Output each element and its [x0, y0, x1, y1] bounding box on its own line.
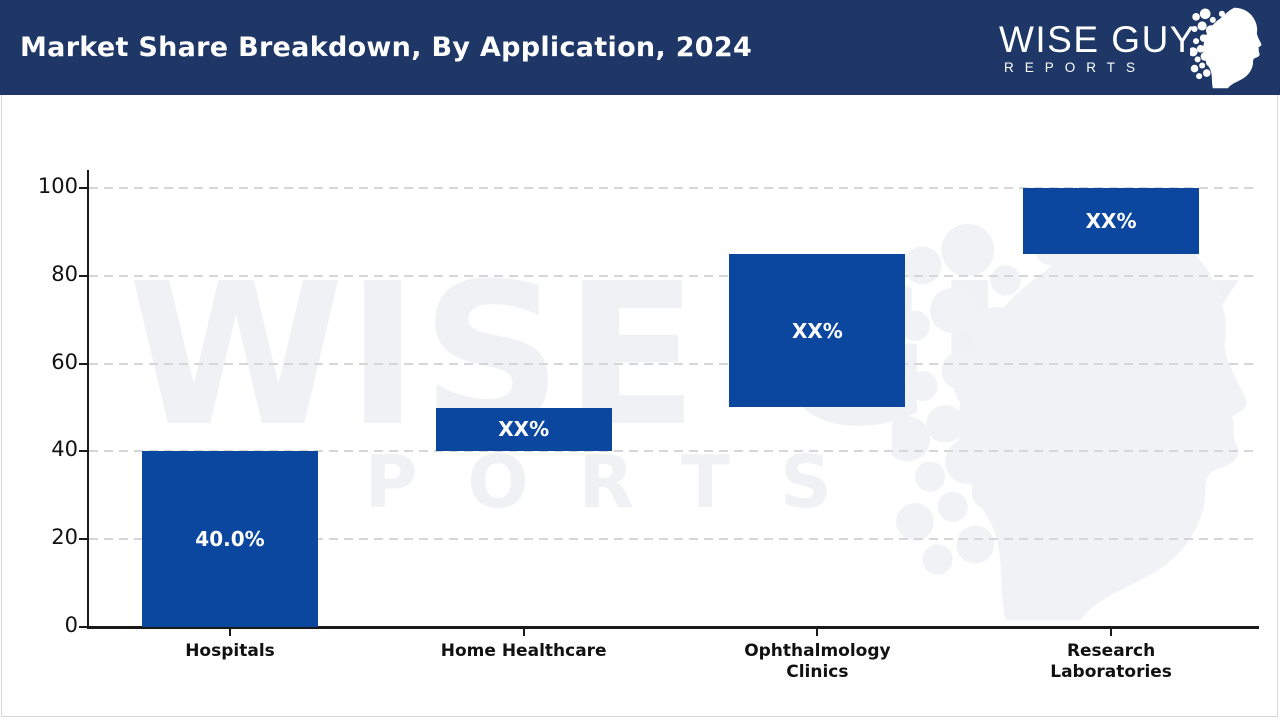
y-tick-label: 40: [51, 437, 78, 462]
y-gridline: [89, 362, 1259, 365]
header-bar: Market Share Breakdown, By Application, …: [0, 0, 1280, 95]
y-axis-line: [87, 170, 89, 627]
x-category-label: Ophthalmology Clinics: [697, 641, 937, 683]
y-gridline: [89, 274, 1259, 277]
x-category-label-line: Clinics: [786, 662, 849, 682]
x-category-label: Hospitals: [110, 641, 350, 662]
bar-value-label: XX%: [498, 417, 550, 442]
x-tick-mark: [229, 629, 231, 636]
x-category-label-line: Laboratories: [1050, 662, 1172, 682]
bar-value-label: 40.0%: [195, 527, 265, 552]
y-tick-mark: [79, 274, 87, 277]
x-category-label-line: Home Healthcare: [440, 641, 607, 661]
x-category-label-line: Hospitals: [185, 641, 275, 661]
y-tick-mark: [79, 626, 87, 628]
brand-logo: WISE GUY REPORTS: [999, 7, 1280, 89]
y-tick-label: 80: [51, 261, 78, 286]
brand-head-icon: [1190, 7, 1262, 88]
x-tick-mark: [1110, 629, 1113, 636]
y-tick-mark: [79, 450, 87, 453]
bar-value-label: XX%: [1085, 208, 1137, 233]
brand-subname: REPORTS: [1003, 59, 1146, 75]
x-tick-mark: [522, 629, 525, 636]
bar-value-label: XX%: [791, 318, 843, 343]
brand-name: WISE GUY: [998, 18, 1196, 60]
watermark-head-icon: [892, 220, 1248, 620]
x-category-label: Research Laboratories: [991, 641, 1231, 683]
page-title: Market Share Breakdown, By Application, …: [20, 32, 753, 63]
x-category-label: Home Healthcare: [404, 641, 644, 662]
y-tick-label: 20: [51, 525, 78, 550]
x-axis-line: [87, 626, 1259, 629]
bar-research-laboratories: XX%: [1023, 188, 1200, 254]
y-gridline: [89, 538, 1259, 541]
bar-home-healthcare: XX%: [435, 407, 612, 452]
y-tick-label: 100: [37, 174, 78, 198]
x-tick-mark: [816, 629, 819, 636]
y-tick-label: 60: [51, 349, 78, 374]
y-tick-mark: [79, 187, 87, 189]
y-gridline: [89, 450, 1259, 453]
brand-logo-text: WISE GUY REPORTS: [999, 21, 1196, 75]
y-tick-mark: [79, 362, 87, 365]
bar-hospitals: 40.0%: [142, 451, 318, 627]
x-category-label-line: Ophthalmology: [744, 641, 891, 661]
y-gridline: [89, 187, 1259, 189]
y-tick-label: 0: [64, 613, 78, 637]
x-category-label-line: Research: [1066, 641, 1156, 661]
y-tick-mark: [79, 538, 87, 541]
bar-ophthalmology-clinics: XX%: [729, 253, 906, 408]
